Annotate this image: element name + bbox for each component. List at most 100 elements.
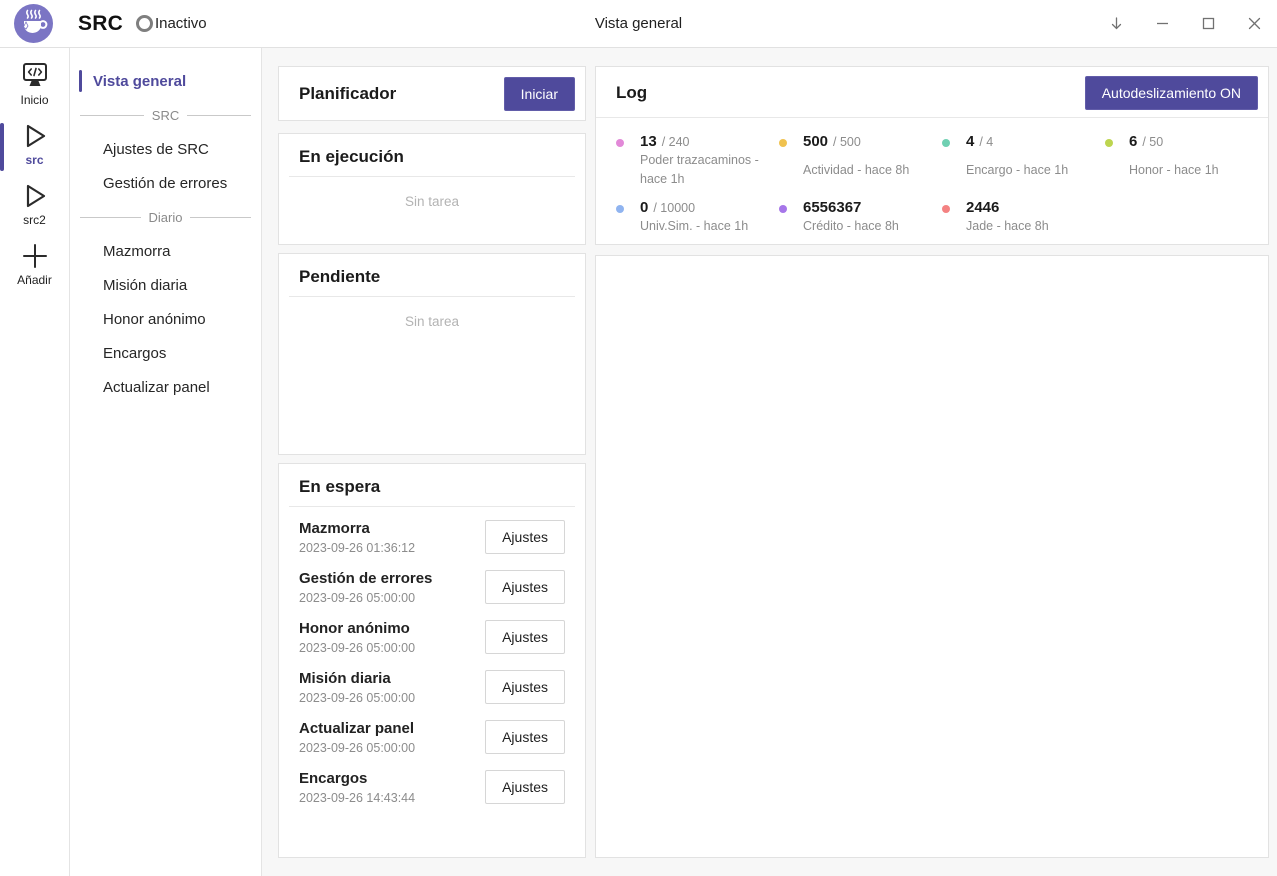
stat-value: 6556367 bbox=[803, 198, 862, 216]
task-time: 2023-09-26 01:36:12 bbox=[299, 540, 416, 555]
stat-total: / 50 bbox=[1142, 135, 1164, 149]
waiting-row: Misión diaria 2023-09-26 05:00:00 Ajustes bbox=[299, 662, 565, 712]
stat-jade: 2446 Jade - hace 8h bbox=[942, 199, 1105, 236]
rail-item-src[interactable]: src bbox=[0, 120, 69, 174]
play-icon bbox=[20, 120, 50, 152]
sidebar-item-encargos[interactable]: Encargos bbox=[70, 336, 261, 370]
waiting-title: En espera bbox=[299, 477, 381, 496]
main-content: Planificador Iniciar En ejecución Sin ta… bbox=[262, 48, 1277, 876]
settings-button[interactable]: Ajustes bbox=[485, 670, 565, 704]
task-time: 2023-09-26 14:43:44 bbox=[299, 790, 416, 805]
maximize-button[interactable] bbox=[1185, 0, 1231, 47]
pending-card: Pendiente Sin tarea bbox=[278, 253, 586, 455]
sidebar-item-label: Honor anónimo bbox=[103, 310, 206, 328]
divider bbox=[289, 176, 575, 177]
titlebar: SRC Inactivo Vista general bbox=[0, 0, 1277, 48]
stat-label: Actividad - hace 8h bbox=[803, 162, 910, 177]
sidebar-item-mision-diaria[interactable]: Misión diaria bbox=[70, 268, 261, 302]
sidebar-item-gestion-de-errores[interactable]: Gestión de errores bbox=[70, 166, 261, 200]
left-rail: Inicio src src2 Añadir bbox=[0, 48, 70, 876]
task-name: Honor anónimo bbox=[299, 619, 410, 637]
stat-total: / 500 bbox=[833, 135, 861, 149]
stat-value: 6 bbox=[1129, 133, 1138, 150]
sidebar-section-label: Diario bbox=[148, 209, 183, 225]
status-label: Inactivo bbox=[154, 15, 207, 32]
running-title: En ejecución bbox=[299, 147, 404, 166]
stat-total: / 10000 bbox=[653, 200, 696, 215]
pending-empty-label: Sin tarea bbox=[404, 314, 460, 329]
running-card: En ejecución Sin tarea bbox=[278, 133, 586, 245]
stat-dot-icon bbox=[942, 204, 950, 213]
planner-card: Planificador Iniciar bbox=[278, 66, 586, 121]
sidebar-item-label: Ajustes de SRC bbox=[103, 140, 209, 158]
planner-title: Planificador bbox=[299, 83, 397, 103]
settings-button[interactable]: Ajustes bbox=[485, 770, 565, 804]
stat-dot-icon bbox=[616, 204, 624, 213]
sidebar-item-label: Actualizar panel bbox=[103, 378, 210, 396]
stat-label: Crédito - hace 8h bbox=[803, 218, 899, 233]
sidebar-item-vista-general[interactable]: Vista general bbox=[70, 64, 261, 98]
divider bbox=[289, 506, 575, 507]
rail-item-label: Añadir bbox=[17, 273, 52, 287]
stat-value: 0 bbox=[640, 198, 649, 216]
waiting-row: Gestión de errores 2023-09-26 05:00:00 Aj… bbox=[299, 562, 565, 612]
sidebar-item-label: Misión diaria bbox=[103, 276, 188, 294]
sidebar-item-honor-anonimo[interactable]: Honor anónimo bbox=[70, 302, 261, 336]
stat-label: Univ.Sim. - hace 1h bbox=[640, 218, 749, 233]
stat-value: 2446 bbox=[966, 198, 1000, 216]
running-empty-label: Sin tarea bbox=[404, 194, 460, 209]
task-time: 2023-09-26 05:00:00 bbox=[299, 740, 416, 755]
minimize-button[interactable] bbox=[1139, 0, 1185, 47]
pending-title: Pendiente bbox=[299, 267, 381, 286]
task-name: Mazmorra bbox=[299, 519, 370, 537]
settings-button[interactable]: Ajustes bbox=[485, 520, 565, 554]
sidebar-item-label: Gestión de errores bbox=[103, 174, 228, 192]
stat-label: Jade - hace 8h bbox=[966, 218, 1049, 233]
waiting-row: Actualizar panel 2023-09-26 05:00:00 Ajus… bbox=[299, 712, 565, 762]
rail-item-inicio[interactable]: Inicio bbox=[0, 60, 69, 114]
rail-item-label: Inicio bbox=[20, 93, 49, 107]
task-time: 2023-09-26 05:00:00 bbox=[299, 640, 416, 655]
sidebar-item-mazmorra[interactable]: Mazmorra bbox=[70, 234, 261, 268]
waiting-row: Mazmorra 2023-09-26 01:36:12 Ajustes bbox=[299, 512, 565, 562]
log-title: Log bbox=[616, 83, 648, 102]
stat-dot-icon bbox=[616, 139, 624, 147]
stat-dot-icon bbox=[942, 139, 950, 147]
task-name: Encargos bbox=[299, 769, 368, 787]
rail-item-src2[interactable]: src2 bbox=[0, 180, 69, 234]
sidebar-item-actualizar-panel[interactable]: Actualizar panel bbox=[70, 370, 261, 404]
divider bbox=[289, 296, 575, 297]
settings-button[interactable]: Ajustes bbox=[485, 720, 565, 754]
rail-item-label: src2 bbox=[23, 213, 46, 227]
window-controls bbox=[1093, 0, 1277, 47]
sidebar-item-label: Vista general bbox=[93, 72, 187, 90]
stat-poder-trazacaminos: 13 / 240 Poder trazacaminos - hace 1h bbox=[616, 133, 779, 190]
stat-actividad: 500 / 500 Actividad - hace 8h bbox=[779, 133, 942, 190]
waiting-row: Encargos 2023-09-26 14:43:44 Ajustes bbox=[299, 762, 565, 812]
stat-honor: 6 / 50 Honor - hace 1h bbox=[1105, 133, 1268, 190]
app-logo-teacup-icon bbox=[13, 3, 54, 44]
rail-item-label: src bbox=[25, 153, 44, 167]
settings-button[interactable]: Ajustes bbox=[485, 570, 565, 604]
stat-total: / 4 bbox=[979, 135, 994, 149]
collapse-down-button[interactable] bbox=[1093, 0, 1139, 47]
stat-univ-sim: 0 / 10000 Univ.Sim. - hace 1h bbox=[616, 199, 779, 236]
settings-button[interactable]: Ajustes bbox=[485, 620, 565, 654]
task-name: Misión diaria bbox=[299, 669, 391, 687]
stat-dot-icon bbox=[1105, 139, 1113, 147]
start-button[interactable]: Iniciar bbox=[503, 76, 575, 111]
log-card: Log Autodeslizamiento ON 13 / 240 Poder t… bbox=[595, 66, 1269, 245]
log-output-panel bbox=[595, 255, 1269, 858]
close-button[interactable] bbox=[1231, 0, 1277, 47]
stat-label: Honor - hace 1h bbox=[1129, 162, 1219, 177]
rail-item-anadir[interactable]: Añadir bbox=[0, 240, 69, 294]
autoscroll-toggle-button[interactable]: Autodeslizamiento ON bbox=[1084, 76, 1258, 110]
task-time: 2023-09-26 05:00:00 bbox=[299, 690, 416, 705]
stat-credito: 6556367 Crédito - hace 8h bbox=[779, 199, 942, 236]
sidebar-item-ajustes-de-src[interactable]: Ajustes de SRC bbox=[70, 132, 261, 166]
sidebar-section-src: SRC bbox=[80, 98, 252, 132]
task-name: Gestión de errores bbox=[299, 569, 433, 587]
stat-value: 500 bbox=[803, 133, 829, 150]
log-stats: 13 / 240 Poder trazacaminos - hace 1h 500… bbox=[596, 118, 1268, 236]
stat-dot-icon bbox=[779, 139, 787, 147]
